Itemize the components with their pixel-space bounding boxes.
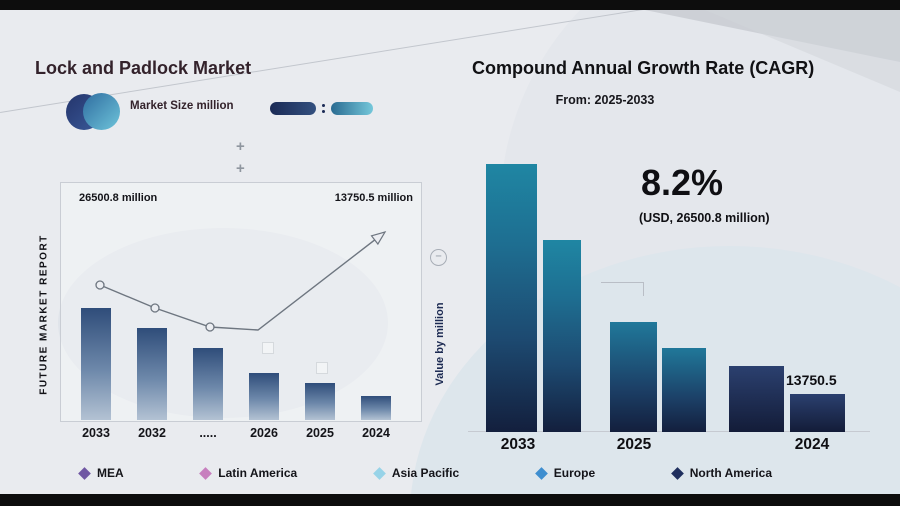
left-x-label-2: 2032	[138, 426, 166, 440]
legend-item-mea: MEA	[78, 466, 124, 480]
legend-label: Asia Pacific	[391, 466, 460, 480]
square-decoration-icon	[316, 362, 328, 374]
left-bar-col	[244, 373, 284, 420]
legend-item-latin-america: Latin America	[199, 466, 298, 480]
left-chart-xlabels: 2033 2032..... 2026 2025 2024	[76, 426, 396, 440]
top-border-strip	[0, 0, 900, 10]
left-bar-5	[305, 383, 335, 420]
bottom-border-strip	[0, 494, 900, 506]
left-bar-col	[76, 308, 116, 420]
right-chart-ylabel: Value by million	[434, 302, 446, 386]
legend-diamond-icon	[372, 466, 386, 480]
circle-minus-icon: –	[430, 249, 447, 266]
market-size-label: Market Size million	[130, 100, 234, 112]
left-chart-max-label: 26500.8 million	[79, 192, 158, 204]
watermark-vertical-text: FUTURE MARKET REPORT	[38, 234, 50, 395]
market-size-icon-front	[83, 93, 120, 130]
left-x-label-3: .....	[199, 426, 217, 440]
left-bar-col	[188, 348, 228, 420]
step-line-decoration	[601, 282, 644, 296]
right-chart-subtitle: From: 2025-2033	[555, 93, 655, 107]
legend-diamond-icon	[199, 466, 213, 480]
legend: MEA Latin America Asia Pacific Europe North …	[78, 466, 772, 480]
left-x-label-1: 2033	[82, 426, 110, 440]
legend-item-north-america: North America	[670, 466, 772, 480]
pill-colon-dots	[322, 103, 325, 113]
left-x-label-5: 2025	[306, 426, 334, 440]
legend-label: Latin America	[218, 466, 298, 480]
left-bar-col	[132, 328, 172, 420]
cagr-value: 8.2%	[641, 162, 724, 203]
legend-label: Europe	[553, 466, 596, 480]
legend-item-asia-pacific: Asia Pacific	[372, 466, 460, 480]
left-bar-col	[300, 383, 340, 420]
legend-label: North America	[689, 466, 772, 480]
cagr-note: (USD, 26500.8 million)	[639, 211, 770, 225]
right-chart-title: Compound Annual Growth Rate (CAGR)	[472, 58, 815, 78]
left-chart-title: Lock and Padlock Market	[35, 58, 252, 78]
plus-decoration-icon: +	[236, 138, 245, 155]
left-x-label-4: 2026	[250, 426, 278, 440]
left-bar-4	[249, 373, 279, 420]
legend-item-europe: Europe	[534, 466, 596, 480]
market-size-icon	[66, 92, 122, 132]
right-chart-baseline	[468, 431, 870, 432]
plus-decoration-icon: +	[236, 160, 245, 177]
left-bar-1	[81, 308, 111, 420]
pill-navy	[270, 101, 316, 115]
left-chart-min-label: 13750.5 million	[334, 192, 413, 204]
left-x-label-6: 2024	[362, 426, 390, 440]
left-bar-6	[361, 396, 391, 420]
left-chart-bars	[76, 308, 396, 420]
legend-diamond-icon	[78, 466, 91, 480]
legend-diamond-icon	[534, 466, 548, 480]
legend-label: MEA	[97, 466, 124, 480]
legend-diamond-icon	[670, 466, 684, 480]
left-bar-3	[193, 348, 223, 420]
right-chart-value-annotation: 13750.5	[786, 372, 837, 388]
left-bar-col	[356, 396, 396, 420]
pill-decoration	[270, 101, 373, 115]
square-decoration-icon	[262, 342, 274, 354]
left-bar-2	[137, 328, 167, 420]
pill-teal	[331, 101, 373, 115]
